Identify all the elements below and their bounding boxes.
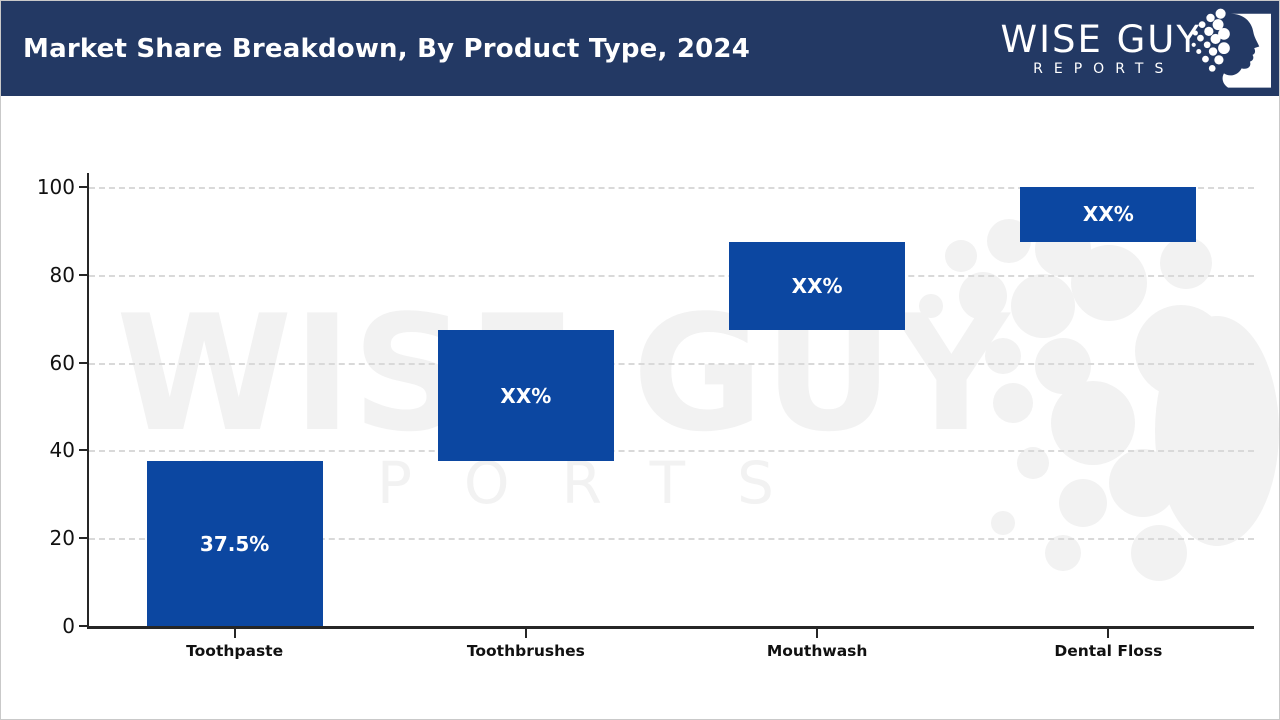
page-title: Market Share Breakdown, By Product Type,… bbox=[23, 33, 750, 64]
gridline-40 bbox=[89, 450, 1254, 453]
gridline-100 bbox=[89, 187, 1254, 189]
x-tick bbox=[816, 629, 819, 638]
bar-dental-floss: XX% bbox=[1020, 187, 1197, 242]
y-tick bbox=[79, 273, 88, 276]
x-tick bbox=[1107, 629, 1110, 638]
y-tick bbox=[79, 186, 88, 188]
y-tick-label: 40 bbox=[49, 438, 75, 463]
bar-mouthwash: XX% bbox=[729, 241, 906, 330]
bar-value-label: 37.5% bbox=[199, 531, 270, 556]
y-tick-label: 20 bbox=[49, 526, 75, 551]
gridline-20 bbox=[89, 538, 1254, 541]
bar-toothpaste: 37.5% bbox=[146, 461, 323, 626]
plot-area: 0 20 40 60 80 100 37.5% Toothpaste XX% Toothbrush… bbox=[1, 96, 1279, 719]
x-tick bbox=[524, 629, 527, 638]
logo-head-icon bbox=[1191, 8, 1271, 88]
logo-text: WISE GUY REPORTS bbox=[1001, 21, 1201, 77]
x-tick bbox=[233, 629, 236, 638]
y-tick bbox=[79, 449, 88, 452]
logo-subtitle: REPORTS bbox=[1033, 61, 1175, 77]
waterfall-chart: WISE GUY REPORTS 0 20 40 60 80 100 37.5% Toothp… bbox=[1, 96, 1279, 719]
category-label: Toothpaste bbox=[186, 642, 284, 660]
logo-wordmark: WISE GUY bbox=[1000, 18, 1201, 61]
y-axis-line bbox=[87, 173, 89, 628]
y-tick-label: 80 bbox=[49, 262, 75, 287]
category-label: Mouthwash bbox=[766, 642, 868, 660]
y-tick-label: 0 bbox=[62, 614, 75, 638]
bar-value-label: XX% bbox=[791, 273, 843, 298]
x-axis-line bbox=[87, 626, 1254, 629]
y-tick bbox=[79, 625, 88, 627]
gridline-60 bbox=[89, 362, 1254, 365]
bar-value-label: XX% bbox=[1082, 202, 1134, 227]
category-label: Toothbrushes bbox=[466, 642, 585, 660]
bar-toothbrushes: XX% bbox=[437, 329, 614, 462]
y-tick bbox=[79, 537, 88, 540]
bar-value-label: XX% bbox=[500, 383, 552, 408]
category-label: Dental Floss bbox=[1054, 642, 1163, 660]
wiseguy-logo: WISE GUY REPORTS bbox=[1001, 5, 1271, 93]
gridline-80 bbox=[89, 274, 1254, 277]
header-banner: Market Share Breakdown, By Product Type,… bbox=[1, 1, 1279, 96]
y-tick bbox=[79, 361, 88, 364]
y-tick-label: 60 bbox=[49, 350, 75, 375]
y-tick-label: 100 bbox=[36, 175, 75, 199]
